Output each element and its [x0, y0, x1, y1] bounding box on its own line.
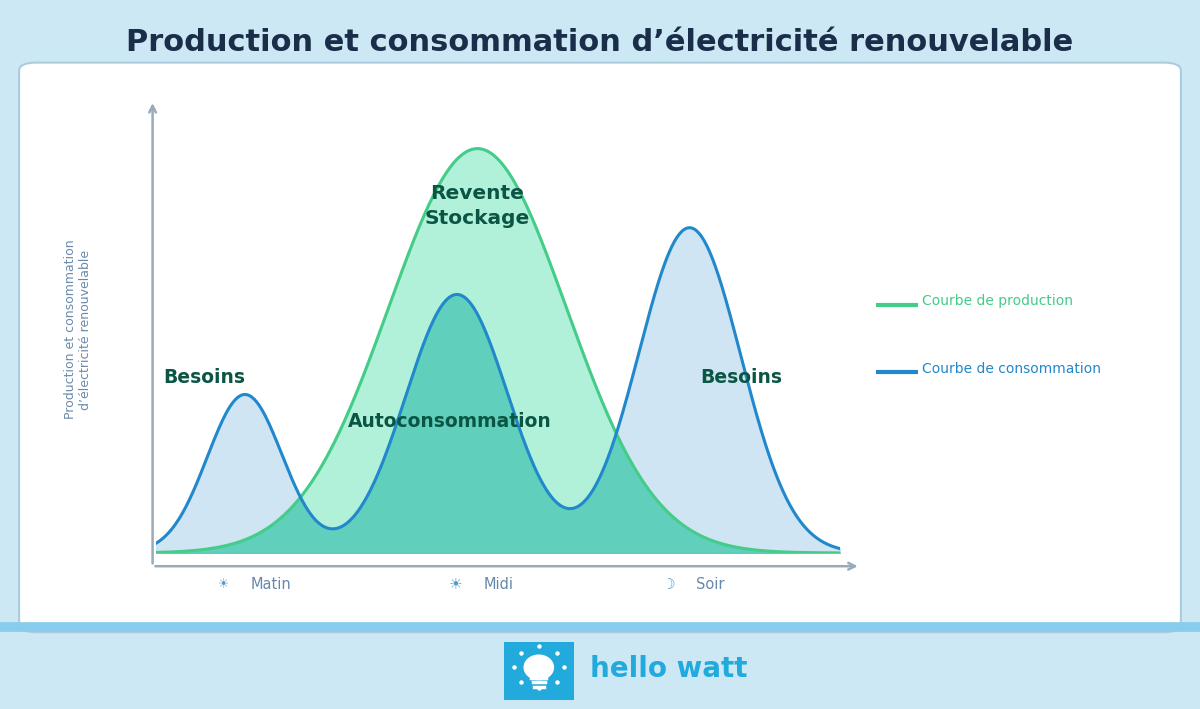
Text: Midi: Midi	[484, 577, 514, 593]
Text: ☀: ☀	[217, 579, 229, 591]
Text: Besoins: Besoins	[700, 368, 782, 386]
Text: Revente
Stockage: Revente Stockage	[425, 184, 530, 228]
Text: Courbe de consommation: Courbe de consommation	[922, 362, 1100, 376]
Text: hello watt: hello watt	[590, 654, 748, 683]
Text: Besoins: Besoins	[163, 368, 245, 386]
Text: Courbe de production: Courbe de production	[922, 294, 1073, 308]
Text: Production et consommation d’électricité renouvelable: Production et consommation d’électricité…	[126, 28, 1074, 57]
FancyBboxPatch shape	[19, 62, 1181, 632]
Text: ☽: ☽	[661, 577, 674, 593]
Text: Autoconsommation: Autoconsommation	[348, 412, 552, 430]
Circle shape	[524, 655, 553, 679]
FancyBboxPatch shape	[494, 635, 583, 708]
Text: Soir: Soir	[696, 577, 724, 593]
Text: Production et consommation
d’électricité renouvelable: Production et consommation d’électricité…	[64, 240, 92, 420]
Text: ☀︎: ☀︎	[449, 577, 463, 593]
Text: Matin: Matin	[251, 577, 292, 593]
